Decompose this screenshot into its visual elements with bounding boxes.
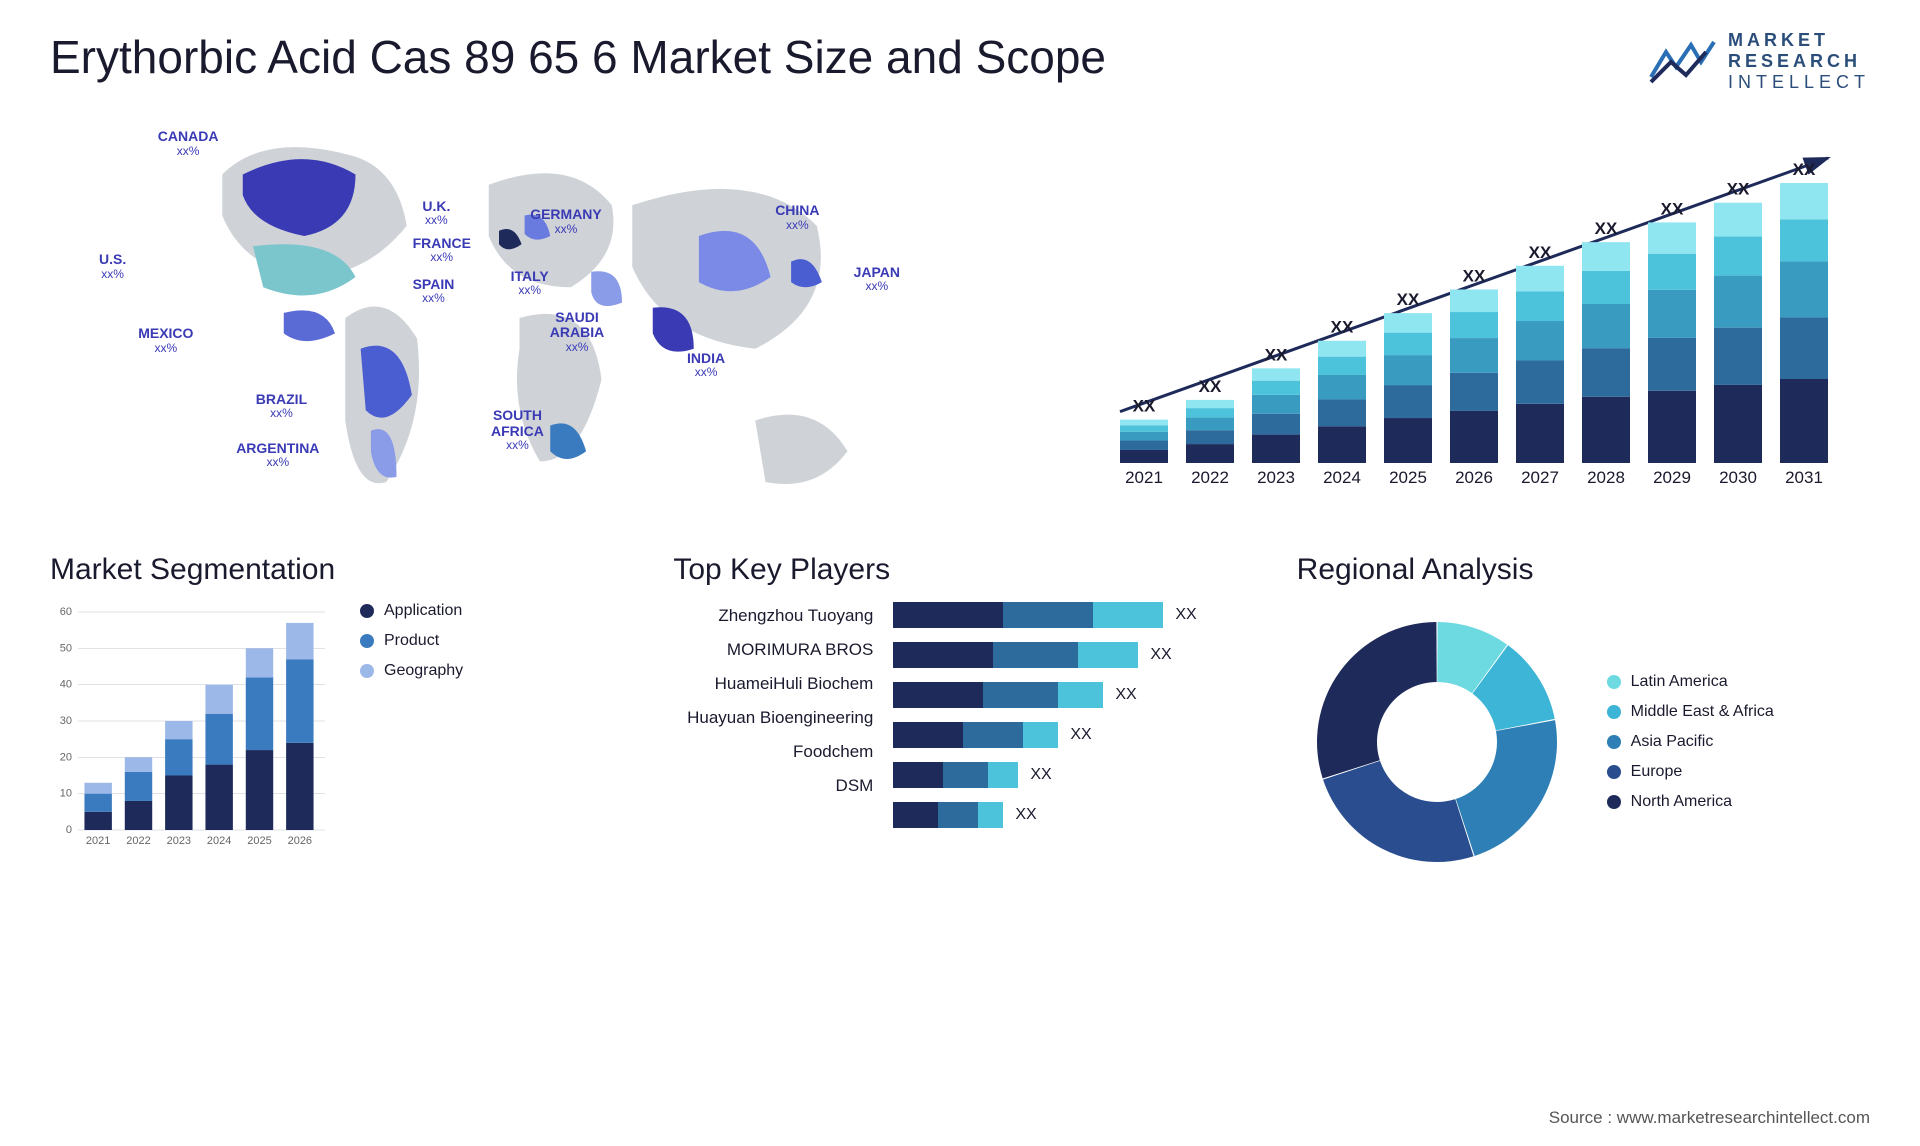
- map-label: BRAZILxx%: [256, 392, 307, 421]
- svg-text:XX: XX: [1265, 345, 1288, 364]
- legend-item: Europe: [1607, 763, 1774, 781]
- growth-svg: XX 2021 XX 2022 XX 2023 XX 2024 XX 2025 XX 2026 XX 20…: [1090, 113, 1870, 493]
- header: Erythorbic Acid Cas 89 65 6 Market Size …: [50, 30, 1870, 93]
- svg-text:XX: XX: [1463, 266, 1486, 285]
- regional-panel: Regional Analysis Latin America Middle Ea…: [1297, 553, 1870, 882]
- svg-text:2026: 2026: [288, 835, 312, 847]
- player-bar-row: XX: [893, 642, 1246, 668]
- source-attribution: Source : www.marketresearchintellect.com: [1549, 1108, 1870, 1128]
- brand-logo: MARKET RESEARCH INTELLECT: [1646, 30, 1870, 93]
- svg-text:50: 50: [60, 642, 72, 654]
- logo-icon: [1646, 37, 1716, 87]
- map-label: FRANCExx%: [413, 236, 471, 265]
- players-panel: Top Key Players Zhengzhou Tuoyang MORIMUR…: [673, 553, 1246, 882]
- logo-line2: RESEARCH: [1728, 51, 1870, 72]
- map-label: MEXICOxx%: [138, 326, 193, 355]
- svg-text:10: 10: [60, 788, 72, 800]
- svg-text:2022: 2022: [126, 835, 150, 847]
- map-label: CANADAxx%: [158, 129, 219, 158]
- svg-text:2023: 2023: [1257, 468, 1295, 487]
- legend-item: North America: [1607, 793, 1774, 811]
- player-bar-row: XX: [893, 602, 1246, 628]
- player-label: HuameiHuli Biochem: [673, 674, 873, 694]
- svg-text:20: 20: [60, 751, 72, 763]
- svg-text:2022: 2022: [1191, 468, 1229, 487]
- svg-text:40: 40: [60, 679, 72, 691]
- regional-legend: Latin America Middle East & Africa Asia Pa…: [1607, 673, 1774, 811]
- svg-text:2027: 2027: [1521, 468, 1559, 487]
- svg-text:2024: 2024: [1323, 468, 1361, 487]
- legend-item: Application: [360, 602, 463, 620]
- svg-text:XX: XX: [1331, 318, 1354, 337]
- svg-text:2025: 2025: [247, 835, 271, 847]
- map-label: SOUTHAFRICAxx%: [491, 408, 544, 452]
- svg-text:XX: XX: [1595, 219, 1618, 238]
- players-labels: Zhengzhou Tuoyang MORIMURA BROS HuameiHuli…: [673, 602, 873, 828]
- map-label: JAPANxx%: [854, 265, 900, 294]
- map-label: INDIAxx%: [687, 351, 725, 380]
- player-label: DSM: [673, 776, 873, 796]
- svg-text:XX: XX: [1199, 377, 1222, 396]
- map-label: U.K.xx%: [422, 199, 450, 228]
- logo-line3: INTELLECT: [1728, 72, 1870, 93]
- legend-item: Geography: [360, 662, 463, 680]
- svg-text:60: 60: [60, 606, 72, 618]
- player-bar-row: XX: [893, 682, 1246, 708]
- svg-text:2023: 2023: [167, 835, 191, 847]
- top-row: CANADAxx% U.S.xx% MEXICOxx% BRAZILxx% ARGENT…: [50, 113, 1870, 523]
- map-label: U.S.xx%: [99, 252, 126, 281]
- player-bar-row: XX: [893, 722, 1246, 748]
- logo-line1: MARKET: [1728, 30, 1870, 51]
- regional-donut: [1297, 602, 1577, 882]
- player-label: MORIMURA BROS: [673, 640, 873, 660]
- svg-text:2021: 2021: [86, 835, 110, 847]
- segmentation-panel: Market Segmentation 0 10 20 30 40 50 60 2021 202…: [50, 553, 623, 882]
- player-bar-row: XX: [893, 762, 1246, 788]
- players-bars: XX XX XX XX XX XX: [893, 602, 1246, 828]
- legend-item: Middle East & Africa: [1607, 703, 1774, 721]
- svg-text:XX: XX: [1727, 180, 1750, 199]
- svg-text:30: 30: [60, 715, 72, 727]
- svg-text:2028: 2028: [1587, 468, 1625, 487]
- svg-text:XX: XX: [1397, 290, 1420, 309]
- legend-item: Asia Pacific: [1607, 733, 1774, 751]
- segmentation-title: Market Segmentation: [50, 553, 623, 587]
- svg-text:2025: 2025: [1389, 468, 1427, 487]
- map-label: ARGENTINAxx%: [236, 441, 319, 470]
- svg-text:XX: XX: [1133, 397, 1156, 416]
- svg-text:2026: 2026: [1455, 468, 1493, 487]
- svg-text:2024: 2024: [207, 835, 231, 847]
- map-label: SPAINxx%: [413, 277, 455, 306]
- world-map: CANADAxx% U.S.xx% MEXICOxx% BRAZILxx% ARGENT…: [50, 113, 1030, 523]
- segmentation-legend: Application Product Geography: [360, 602, 463, 680]
- svg-text:XX: XX: [1529, 243, 1552, 262]
- player-label: Huayuan Bioengineering: [673, 708, 873, 728]
- bottom-row: Market Segmentation 0 10 20 30 40 50 60 2021 202…: [50, 553, 1870, 882]
- svg-text:0: 0: [66, 824, 72, 836]
- player-label: Foodchem: [673, 742, 873, 762]
- svg-text:2031: 2031: [1785, 468, 1823, 487]
- svg-text:XX: XX: [1661, 199, 1684, 218]
- svg-text:2030: 2030: [1719, 468, 1757, 487]
- legend-item: Latin America: [1607, 673, 1774, 691]
- regional-title: Regional Analysis: [1297, 553, 1870, 587]
- svg-text:XX: XX: [1793, 160, 1816, 179]
- legend-item: Product: [360, 632, 463, 650]
- map-svg: [50, 113, 1030, 523]
- player-label: Zhengzhou Tuoyang: [673, 606, 873, 626]
- page-title: Erythorbic Acid Cas 89 65 6 Market Size …: [50, 30, 1106, 84]
- player-bar-row: XX: [893, 802, 1246, 828]
- segmentation-chart: 0 10 20 30 40 50 60 2021 2022 2023 2024 2025 2026: [50, 602, 330, 852]
- svg-text:2029: 2029: [1653, 468, 1691, 487]
- map-label: ITALYxx%: [511, 269, 549, 298]
- map-label: GERMANYxx%: [530, 207, 602, 236]
- players-title: Top Key Players: [673, 553, 1246, 587]
- map-label: CHINAxx%: [775, 203, 819, 232]
- growth-chart: XX 2021 XX 2022 XX 2023 XX 2024 XX 2025 XX 2026 XX 20…: [1090, 113, 1870, 523]
- svg-text:2021: 2021: [1125, 468, 1163, 487]
- map-label: SAUDIARABIAxx%: [550, 310, 604, 354]
